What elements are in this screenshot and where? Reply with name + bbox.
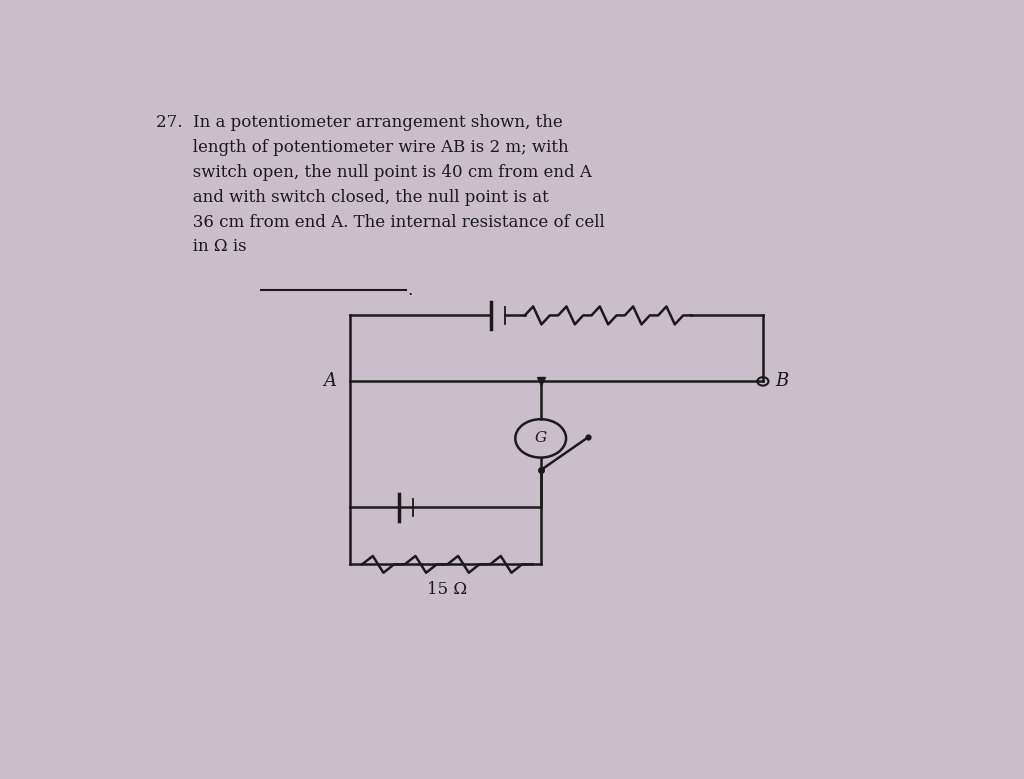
Text: .: . [408, 282, 413, 298]
Text: 15 Ω: 15 Ω [427, 581, 468, 598]
Text: G: G [535, 432, 547, 446]
Text: 27.  In a potentiometer arrangement shown, the
       length of potentiometer wi: 27. In a potentiometer arrangement shown… [156, 115, 604, 256]
Text: B: B [775, 372, 788, 390]
Circle shape [758, 377, 768, 386]
Text: A: A [323, 372, 336, 390]
